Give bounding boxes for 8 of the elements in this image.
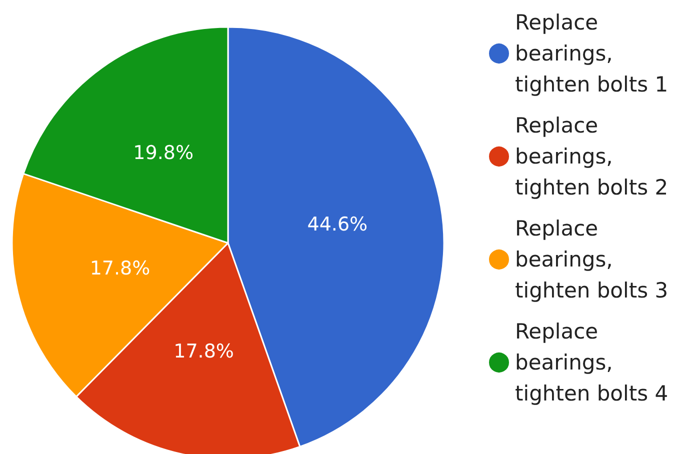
legend-label: Replace bearings, tighten bolts 3 — [515, 216, 668, 302]
legend-label: Replace bearings, tighten bolts 2 — [515, 114, 668, 200]
data-label: 44.6% — [307, 213, 368, 236]
data-label: 17.8% — [90, 258, 150, 280]
data-label: 19.8% — [133, 142, 194, 164]
legend-label: Replace bearings, tighten bolts 1 — [515, 10, 668, 96]
legend-label: Replace bearings, tighten bolts 4 — [515, 320, 668, 406]
data-label: 17.8% — [174, 340, 234, 362]
